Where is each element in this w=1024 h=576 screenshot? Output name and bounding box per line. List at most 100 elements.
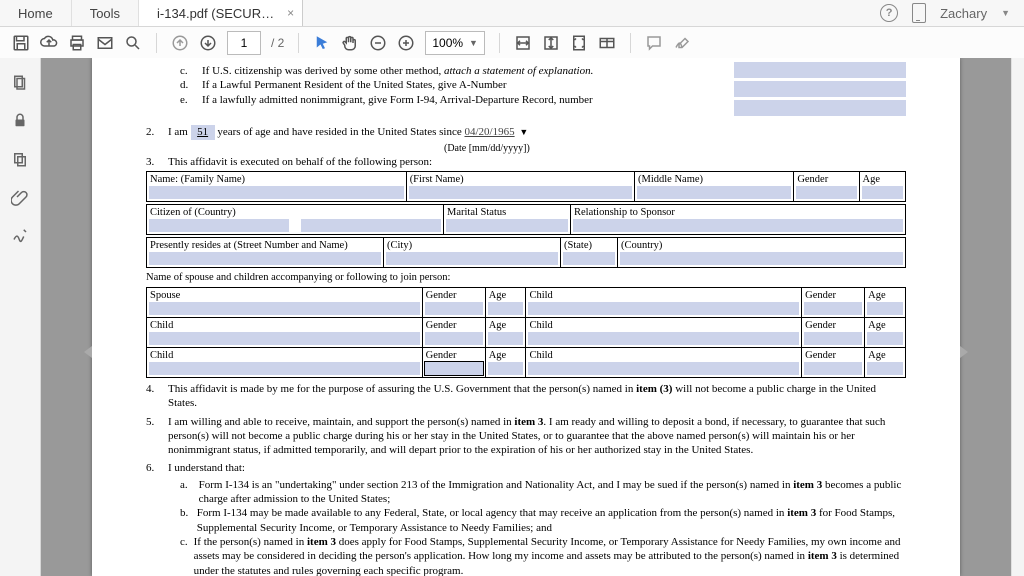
lock-icon[interactable]	[11, 112, 29, 130]
mobile-icon[interactable]	[912, 3, 926, 23]
zoom-out-icon[interactable]	[369, 34, 387, 52]
comment-icon[interactable]	[645, 34, 663, 52]
field-active[interactable]	[425, 362, 483, 375]
field[interactable]	[149, 302, 420, 315]
document-viewport: c. If U.S. citizenship was derived by so…	[41, 58, 1011, 576]
field[interactable]	[149, 362, 420, 375]
lbl-age: Age	[489, 290, 507, 301]
tab-tools[interactable]: Tools	[72, 0, 139, 26]
tab-home[interactable]: Home	[0, 0, 72, 26]
field[interactable]	[867, 302, 903, 315]
lbl-child: Child	[529, 350, 552, 361]
t4-title: Name of spouse and children accompanying…	[146, 271, 906, 285]
field[interactable]	[862, 186, 903, 199]
fit-height-icon[interactable]	[542, 34, 560, 52]
pointer-icon[interactable]	[313, 34, 331, 52]
field[interactable]	[386, 252, 558, 265]
date-caret-icon[interactable]: ▼	[519, 127, 528, 137]
hdr-first: (First Name)	[410, 174, 464, 185]
prev-page-icon[interactable]	[84, 346, 92, 358]
lbl-age: Age	[868, 290, 886, 301]
hdr-country: (Country)	[621, 240, 662, 251]
field[interactable]	[804, 302, 862, 315]
field[interactable]	[301, 219, 441, 232]
page-total: / 2	[271, 36, 284, 50]
table-person: Name: (Family Name) (First Name) (Middle…	[146, 171, 906, 202]
field[interactable]	[488, 302, 524, 315]
attachment-icon[interactable]	[11, 188, 29, 206]
hand-icon[interactable]	[341, 34, 359, 52]
help-icon[interactable]: ?	[880, 4, 898, 22]
hdr-middle: (Middle Name)	[638, 174, 703, 185]
field[interactable]	[409, 186, 632, 199]
zoom-value: 100%	[432, 36, 463, 50]
q6b1: Form I-134 may be made available to any …	[197, 507, 787, 519]
print-icon[interactable]	[68, 34, 86, 52]
field[interactable]	[149, 252, 381, 265]
layers-icon[interactable]	[11, 150, 29, 168]
search-icon[interactable]	[124, 34, 142, 52]
fit-page-icon[interactable]	[570, 34, 588, 52]
page-up-icon[interactable]	[171, 34, 189, 52]
text-e: If a lawfully admitted nonimmigrant, giv…	[202, 93, 593, 107]
thumbnails-icon[interactable]	[11, 74, 29, 92]
zoom-select[interactable]: 100% ▼	[425, 31, 485, 55]
field[interactable]	[867, 362, 903, 375]
field[interactable]	[804, 362, 862, 375]
field[interactable]	[867, 332, 903, 345]
q6c1: If the person(s) named in	[194, 536, 307, 548]
text-d: If a Lawful Permanent Resident of the Un…	[202, 78, 507, 92]
save-icon[interactable]	[12, 34, 30, 52]
lbl-child: Child	[150, 320, 173, 331]
q2-b: years of age and have resided in the Uni…	[217, 126, 464, 138]
left-rail	[0, 58, 41, 576]
chevron-down-icon: ▼	[469, 38, 478, 48]
lbl-gender: Gender	[805, 350, 836, 361]
field[interactable]	[528, 302, 799, 315]
next-page-icon[interactable]	[960, 346, 968, 358]
hdr-city: (City)	[387, 240, 412, 251]
field[interactable]	[488, 362, 524, 375]
field[interactable]	[149, 186, 404, 199]
field-date[interactable]: 04/20/1965	[464, 126, 514, 138]
page-number-input[interactable]	[227, 31, 261, 55]
field[interactable]	[620, 252, 903, 265]
field[interactable]	[425, 332, 483, 345]
signature-icon[interactable]	[11, 226, 29, 244]
field[interactable]	[796, 186, 856, 199]
field-age[interactable]: 51	[191, 125, 215, 140]
cloud-upload-icon[interactable]	[40, 34, 58, 52]
field[interactable]	[488, 332, 524, 345]
hdr-gender: Gender	[797, 174, 828, 185]
fit-width-icon[interactable]	[514, 34, 532, 52]
tab-bar: Home Tools i-134.pdf (SECUR… × ? Zachary…	[0, 0, 1024, 27]
right-rail[interactable]	[1011, 58, 1024, 576]
field[interactable]	[446, 219, 568, 232]
sign-icon[interactable]	[673, 34, 691, 52]
email-icon[interactable]	[96, 34, 114, 52]
zoom-in-icon[interactable]	[397, 34, 415, 52]
table-citizen: Citizen of (Country) Marital Status Rela…	[146, 204, 906, 235]
lbl-gender: Gender	[426, 350, 457, 361]
lbl-gender: Gender	[805, 290, 836, 301]
q6: I understand that:	[168, 461, 906, 475]
tab-file[interactable]: i-134.pdf (SECUR… ×	[139, 0, 303, 26]
field[interactable]	[149, 219, 289, 232]
field[interactable]	[149, 332, 420, 345]
lbl-age: Age	[489, 320, 507, 331]
field[interactable]	[573, 219, 903, 232]
field[interactable]	[637, 186, 791, 199]
page-down-icon[interactable]	[199, 34, 217, 52]
close-icon[interactable]: ×	[287, 6, 294, 20]
field[interactable]	[563, 252, 615, 265]
field[interactable]	[528, 362, 799, 375]
field[interactable]	[528, 332, 799, 345]
read-mode-icon[interactable]	[598, 34, 616, 52]
field[interactable]	[425, 302, 483, 315]
user-caret-icon[interactable]: ▼	[1001, 8, 1010, 18]
q3: This affidavit is executed on behalf of …	[168, 155, 906, 169]
field[interactable]	[804, 332, 862, 345]
user-name[interactable]: Zachary	[940, 6, 987, 21]
hdr-state: (State)	[564, 240, 592, 251]
hdr-family: Name: (Family Name)	[150, 174, 245, 185]
